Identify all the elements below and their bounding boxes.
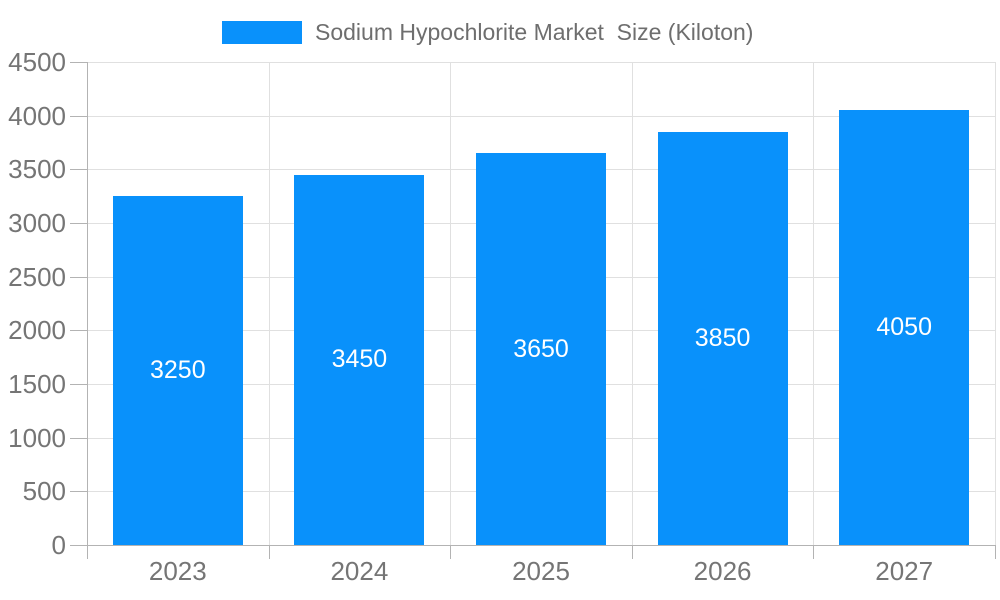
x-axis-line	[70, 545, 995, 546]
bar-value-label: 3850	[694, 323, 751, 352]
bar-2025[interactable]: 3650	[476, 153, 606, 545]
bar-value-label: 3250	[149, 356, 206, 385]
y-tick-mark	[70, 437, 87, 439]
v-gridline	[268, 62, 270, 545]
legend-label: Sodium Hypochlorite Market Size (Kiloton…	[315, 19, 754, 45]
y-tick-mark	[70, 62, 87, 63]
v-gridline	[995, 62, 996, 545]
y-tick-label: 0	[51, 530, 66, 560]
x-tick-mark	[87, 545, 88, 559]
h-gridline	[87, 115, 995, 117]
plot-area: 3250 3450 3650 3850 4050	[87, 62, 996, 545]
y-tick-label: 2000	[8, 315, 66, 346]
y-tick-label: 4000	[8, 100, 66, 131]
bar-2027[interactable]: 4050	[839, 110, 970, 545]
bar-value-label: 3450	[331, 345, 388, 374]
y-tick-label: 1000	[8, 422, 66, 453]
x-tick-mark	[450, 545, 452, 559]
v-gridline	[631, 62, 633, 545]
bar-value-label: 4050	[876, 313, 932, 342]
x-tick-mark	[995, 545, 996, 559]
bar-2026[interactable]: 3850	[657, 131, 788, 545]
x-tick-mark	[268, 545, 270, 559]
x-tick-label: 2023	[148, 556, 207, 586]
y-tick-mark	[70, 223, 87, 224]
x-tick-label: 2026	[693, 556, 752, 586]
x-tick-label: 2024	[330, 556, 389, 586]
y-tick-mark	[70, 491, 87, 493]
legend-swatch	[222, 20, 302, 44]
v-gridline	[450, 62, 452, 545]
y-tick-mark	[70, 115, 87, 117]
y-axis-line	[87, 62, 88, 545]
bar-value-label: 3650	[513, 334, 569, 363]
x-tick-mark	[813, 545, 815, 559]
y-tick-mark	[70, 276, 87, 278]
bar-2023[interactable]: 3250	[112, 196, 243, 545]
x-tick-label: 2025	[512, 556, 570, 586]
y-tick-mark	[70, 384, 87, 385]
bar-2024[interactable]: 3450	[294, 174, 425, 545]
y-tick-label: 500	[22, 476, 66, 507]
h-gridline	[87, 62, 995, 63]
y-tick-label: 3000	[8, 208, 66, 238]
y-tick-label: 4500	[8, 47, 66, 77]
y-tick-mark	[70, 330, 87, 332]
x-tick-mark	[631, 545, 633, 559]
x-tick-label: 2027	[875, 556, 934, 586]
y-tick-label: 1500	[8, 369, 66, 399]
y-tick-mark	[70, 169, 87, 171]
y-tick-label: 2500	[8, 261, 66, 292]
v-gridline	[813, 62, 815, 545]
y-tick-label: 3500	[8, 154, 66, 185]
legend: Sodium Hypochlorite Market Size (Kiloton…	[222, 18, 753, 46]
